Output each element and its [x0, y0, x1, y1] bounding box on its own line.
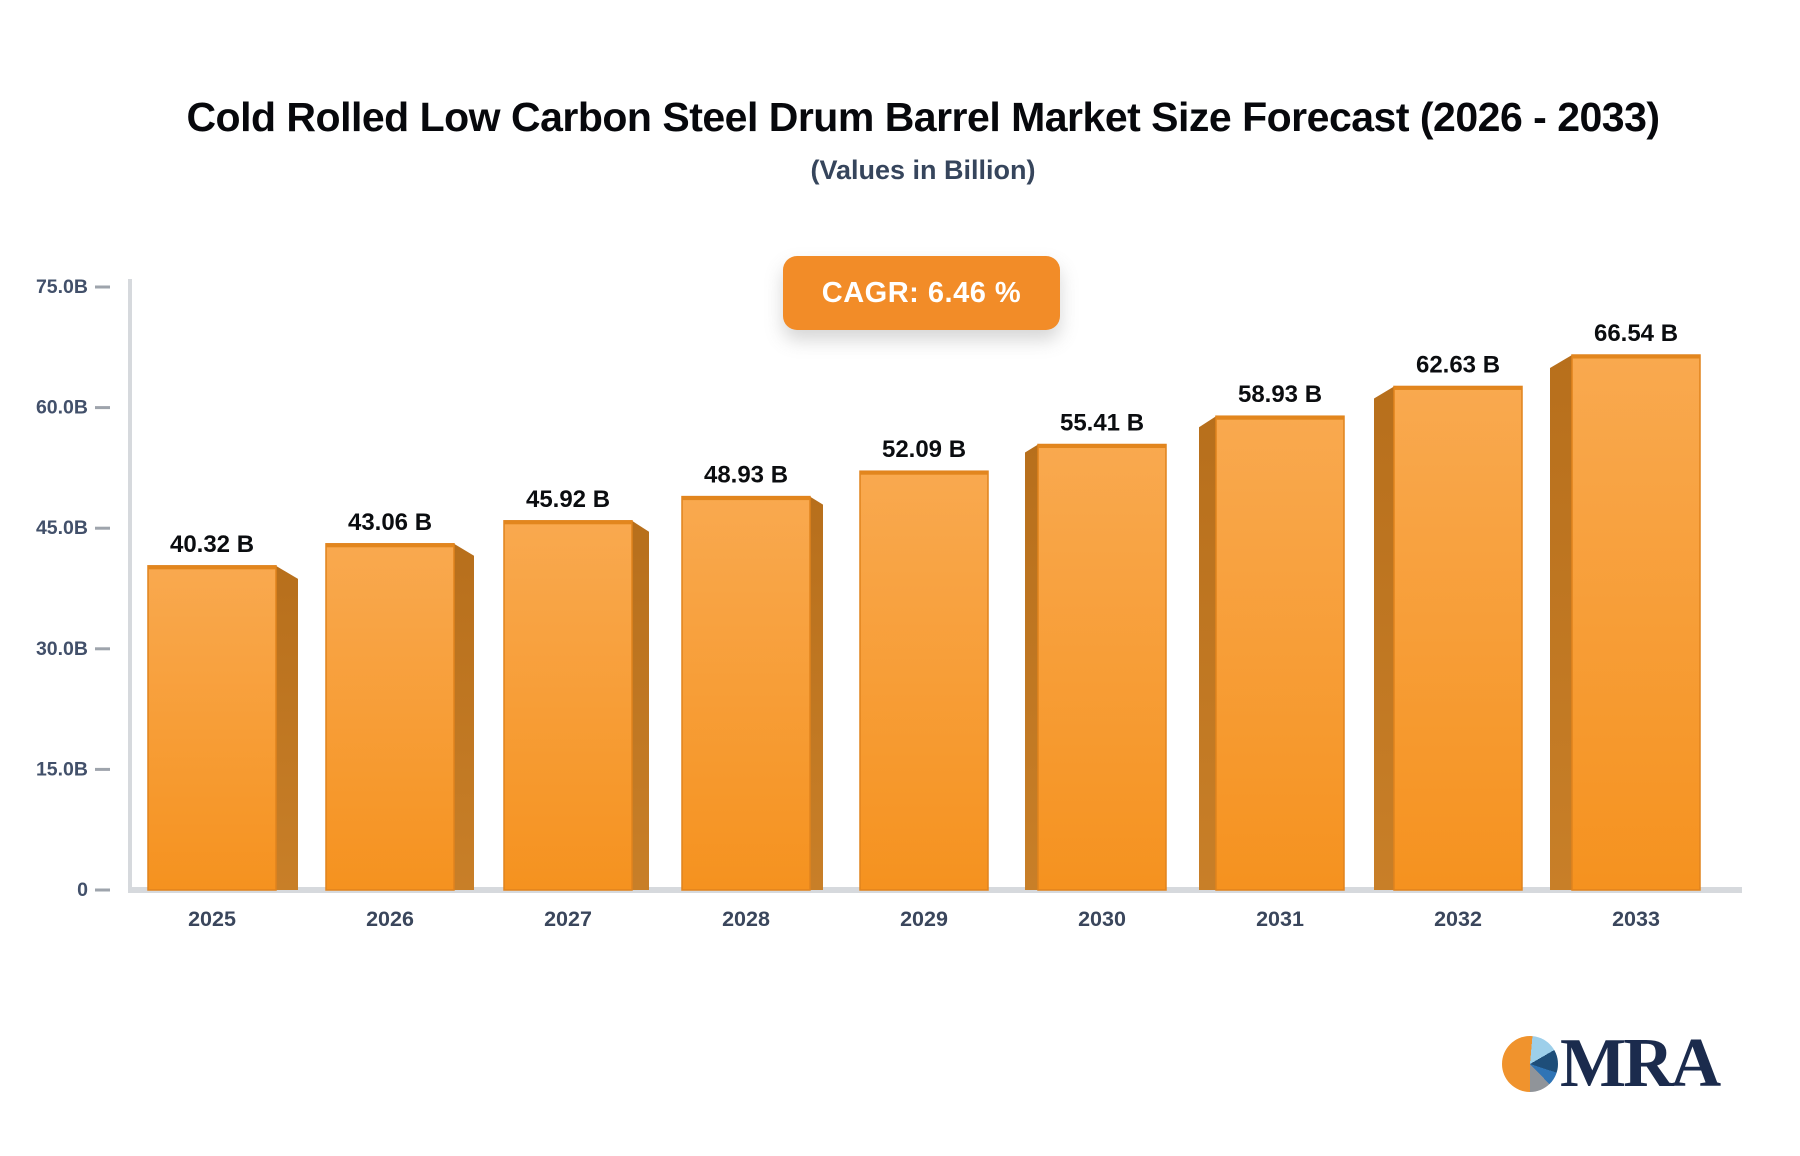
- y-axis-line: [128, 279, 132, 893]
- y-axis-tick: [95, 647, 110, 651]
- bar-2028: [681, 495, 811, 891]
- bar-side-2033: [1550, 355, 1572, 890]
- bar-side-2026: [454, 543, 474, 890]
- bar-top-edge-2026: [326, 543, 454, 548]
- bar-top-edge-2031: [1216, 416, 1344, 420]
- bar-side-2031: [1199, 416, 1216, 890]
- cagr-badge: CAGR: 6.46 %: [783, 256, 1060, 330]
- chart-subtitle: (Values in Billion): [810, 155, 1036, 185]
- x-axis-label-2032: 2032: [1434, 907, 1482, 931]
- bar-value-label-2031: 58.93 B: [1238, 381, 1322, 408]
- y-axis-label: 15.0B: [36, 758, 88, 780]
- bar-value-label-2026: 43.06 B: [348, 509, 432, 536]
- y-axis-label: 60.0B: [36, 397, 88, 419]
- bar-side-2030: [1025, 444, 1038, 890]
- chart-title: Cold Rolled Low Carbon Steel Drum Barrel…: [186, 94, 1660, 140]
- bar-side-2027: [632, 520, 649, 890]
- bar-top-edge-2027: [504, 520, 632, 525]
- bar-2032: [1393, 385, 1523, 891]
- bar-2029: [859, 470, 989, 891]
- bar-top-edge-2030: [1038, 444, 1166, 449]
- bar-side-2032: [1374, 386, 1394, 890]
- y-axis-label: 0: [77, 879, 88, 901]
- bar-top-edge-2033: [1572, 355, 1700, 359]
- x-axis-label-2029: 2029: [900, 907, 948, 931]
- x-axis-label-2025: 2025: [188, 907, 236, 931]
- bar-top-edge-2028: [682, 496, 810, 501]
- bar-2026: [325, 543, 455, 891]
- y-axis-tick: [95, 767, 110, 771]
- bar-2025: [147, 565, 277, 891]
- x-axis-label-2028: 2028: [722, 907, 770, 931]
- logo-text: MRA: [1560, 1025, 1721, 1102]
- bar-2027: [503, 520, 633, 891]
- x-axis-label-2031: 2031: [1256, 907, 1304, 931]
- chart-header: Cold Rolled Low Carbon Steel Drum Barrel…: [46, 0, 1800, 185]
- y-axis-label: 30.0B: [36, 638, 88, 660]
- y-axis-tick: [95, 406, 110, 410]
- bar-value-label-2032: 62.63 B: [1416, 351, 1500, 378]
- y-axis-label: 75.0B: [36, 276, 88, 298]
- bar-value-label-2028: 48.93 B: [704, 462, 788, 489]
- bar-2033: [1571, 354, 1701, 891]
- brand-logo: MRA: [1502, 1025, 1721, 1102]
- bar-2031: [1215, 415, 1345, 891]
- bar-value-label-2033: 66.54 B: [1594, 320, 1678, 347]
- x-axis-label-2030: 2030: [1078, 907, 1126, 931]
- cagr-badge-label: CAGR: 6.46 %: [821, 276, 1022, 309]
- x-axis-label-2033: 2033: [1612, 907, 1660, 931]
- x-axis-label-2027: 2027: [544, 907, 592, 931]
- bar-2030: [1037, 443, 1167, 891]
- bar-top-edge-2025: [148, 565, 276, 570]
- bar-value-label-2029: 52.09 B: [882, 436, 966, 463]
- x-axis-label-2026: 2026: [366, 907, 414, 931]
- y-axis-label: 45.0B: [36, 517, 88, 539]
- bar-top-edge-2032: [1394, 386, 1522, 390]
- pie-chart-icon: [1502, 1036, 1558, 1092]
- bar-value-label-2030: 55.41 B: [1060, 410, 1144, 437]
- bar-top-edge-2029: [860, 471, 988, 475]
- bar-value-label-2025: 40.32 B: [170, 531, 254, 558]
- y-axis-tick: [95, 888, 110, 892]
- y-axis-tick: [95, 285, 110, 289]
- bar-side-2028: [810, 496, 823, 890]
- bar-side-2025: [276, 565, 298, 890]
- y-axis-tick: [95, 526, 110, 530]
- bar-value-label-2027: 45.92 B: [526, 486, 610, 513]
